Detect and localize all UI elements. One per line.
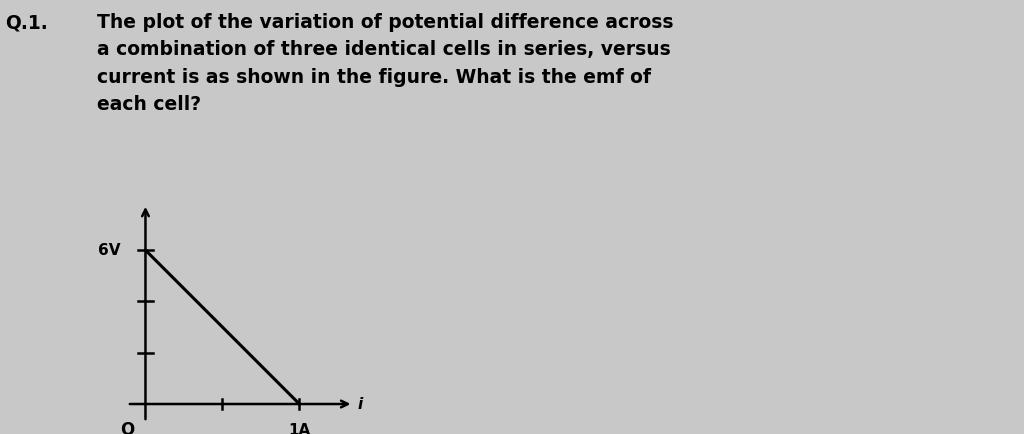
Text: O: O [120,421,134,434]
Text: Q.1.: Q.1. [5,13,48,32]
Text: The plot of the variation of potential difference across
a combination of three : The plot of the variation of potential d… [97,13,674,114]
Text: 1A: 1A [289,423,310,434]
Text: i: i [358,397,364,411]
Text: 6V: 6V [98,243,121,258]
